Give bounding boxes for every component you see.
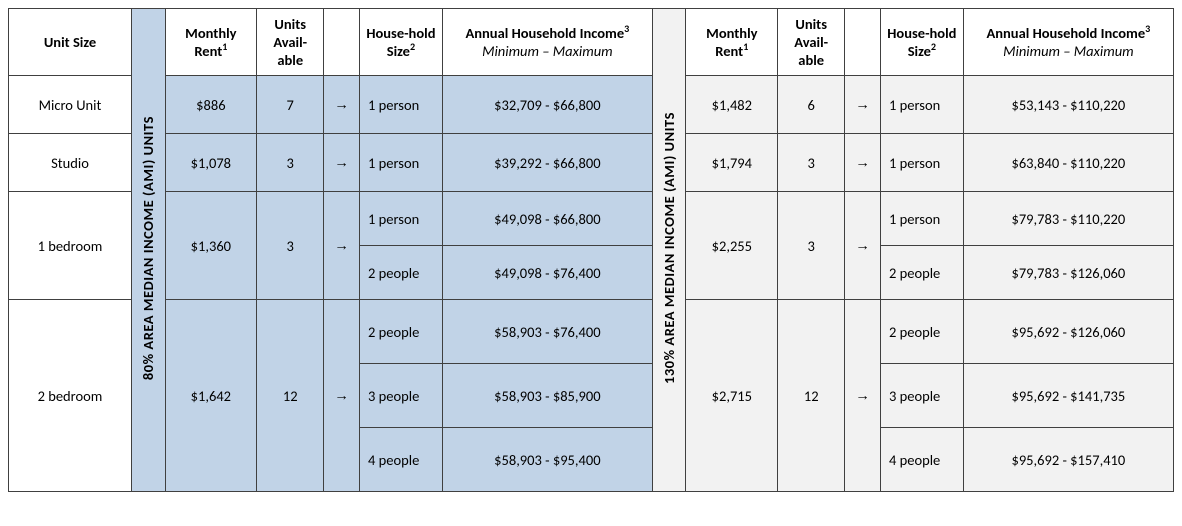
arrow-icon: → — [324, 134, 360, 192]
header-arrow-130 — [845, 9, 881, 76]
hh-130-2br-2: 3 people — [881, 364, 964, 428]
table-header-row: Unit Size 80% AREA MEDIAN INCOME (AMI) U… — [9, 9, 1174, 76]
units-130-1br: 3 — [778, 192, 845, 300]
header-hh-130: House-hold Size2 — [881, 9, 964, 76]
unit-size-micro: Micro Unit — [9, 76, 132, 134]
unit-size-2br: 2 bedroom — [9, 300, 132, 492]
row-1br-a: 1 bedroom $1,360 3 → 1 person $49,098 - … — [9, 192, 1174, 246]
income-80-1br-2: $49,098 - $76,400 — [442, 246, 652, 300]
rent-130-1br: $2,255 — [686, 192, 778, 300]
header-units-80: Units Avail-able — [257, 9, 324, 76]
rent-130-2br: $2,715 — [686, 300, 778, 492]
rent-130-studio: $1,794 — [686, 134, 778, 192]
income-130-1br-1: $79,783 - $110,220 — [963, 192, 1173, 246]
header-rent-130: Monthly Rent1 — [686, 9, 778, 76]
income-130-2br-2: $95,692 - $141,735 — [963, 364, 1173, 428]
units-130-studio: 3 — [778, 134, 845, 192]
arrow-icon: → — [324, 76, 360, 134]
income-80-2br-3: $58,903 - $95,400 — [442, 428, 652, 492]
hh-80-2br-1: 2 people — [360, 300, 443, 364]
row-2br-a: 2 bedroom $1,642 12 → 2 people $58,903 -… — [9, 300, 1174, 364]
hh-130-1br-2: 2 people — [881, 246, 964, 300]
hh-80-1br-2: 2 people — [360, 246, 443, 300]
income-80-2br-2: $58,903 - $85,900 — [442, 364, 652, 428]
units-80-studio: 3 — [257, 134, 324, 192]
hh-130-studio: 1 person — [881, 134, 964, 192]
arrow-icon: → — [324, 300, 360, 492]
header-hh-80: House-hold Size2 — [360, 9, 443, 76]
income-80-studio: $39,292 - $66,800 — [442, 134, 652, 192]
hh-80-2br-2: 3 people — [360, 364, 443, 428]
header-unit-size: Unit Size — [9, 9, 132, 76]
income-130-2br-3: $95,692 - $157,410 — [963, 428, 1173, 492]
hh-130-2br-1: 2 people — [881, 300, 964, 364]
income-80-1br-1: $49,098 - $66,800 — [442, 192, 652, 246]
hh-130-2br-3: 4 people — [881, 428, 964, 492]
row-studio: Studio $1,078 3 → 1 person $39,292 - $66… — [9, 134, 1174, 192]
header-income-130: Annual Household Income3Minimum – Maximu… — [963, 9, 1173, 76]
ami130-label: 130% AREA MEDIAN INCOME (AMI) UNITS — [662, 112, 677, 384]
row-micro: Micro Unit $886 7 → 1 person $32,709 - $… — [9, 76, 1174, 134]
arrow-icon: → — [845, 76, 881, 134]
income-130-micro: $53,143 - $110,220 — [963, 76, 1173, 134]
hh-80-2br-3: 4 people — [360, 428, 443, 492]
income-80-micro: $32,709 - $66,800 — [442, 76, 652, 134]
units-130-2br: 12 — [778, 300, 845, 492]
income-80-2br-1: $58,903 - $76,400 — [442, 300, 652, 364]
units-80-1br: 3 — [257, 192, 324, 300]
ami-units-table: Unit Size 80% AREA MEDIAN INCOME (AMI) U… — [8, 8, 1174, 492]
income-130-1br-2: $79,783 - $126,060 — [963, 246, 1173, 300]
header-rent-80: Monthly Rent1 — [165, 9, 257, 76]
arrow-icon: → — [845, 300, 881, 492]
rent-80-micro: $886 — [165, 76, 257, 134]
ami80-label: 80% AREA MEDIAN INCOME (AMI) UNITS — [141, 116, 156, 380]
units-80-micro: 7 — [257, 76, 324, 134]
rent-130-micro: $1,482 — [686, 76, 778, 134]
units-130-micro: 6 — [778, 76, 845, 134]
hh-80-studio: 1 person — [360, 134, 443, 192]
ami80-label-cell: 80% AREA MEDIAN INCOME (AMI) UNITS — [131, 9, 165, 492]
header-arrow-80 — [324, 9, 360, 76]
hh-80-micro: 1 person — [360, 76, 443, 134]
rent-80-2br: $1,642 — [165, 300, 257, 492]
arrow-icon: → — [845, 134, 881, 192]
rent-80-1br: $1,360 — [165, 192, 257, 300]
income-130-2br-1: $95,692 - $126,060 — [963, 300, 1173, 364]
unit-size-studio: Studio — [9, 134, 132, 192]
units-80-2br: 12 — [257, 300, 324, 492]
income-130-studio: $63,840 - $110,220 — [963, 134, 1173, 192]
header-income-80: Annual Household Income3Minimum – Maximu… — [442, 9, 652, 76]
ami130-label-cell: 130% AREA MEDIAN INCOME (AMI) UNITS — [652, 9, 686, 492]
arrow-icon: → — [324, 192, 360, 300]
hh-130-1br-1: 1 person — [881, 192, 964, 246]
hh-80-1br-1: 1 person — [360, 192, 443, 246]
arrow-icon: → — [845, 192, 881, 300]
unit-size-1br: 1 bedroom — [9, 192, 132, 300]
rent-80-studio: $1,078 — [165, 134, 257, 192]
hh-130-micro: 1 person — [881, 76, 964, 134]
header-units-130: Units Avail-able — [778, 9, 845, 76]
